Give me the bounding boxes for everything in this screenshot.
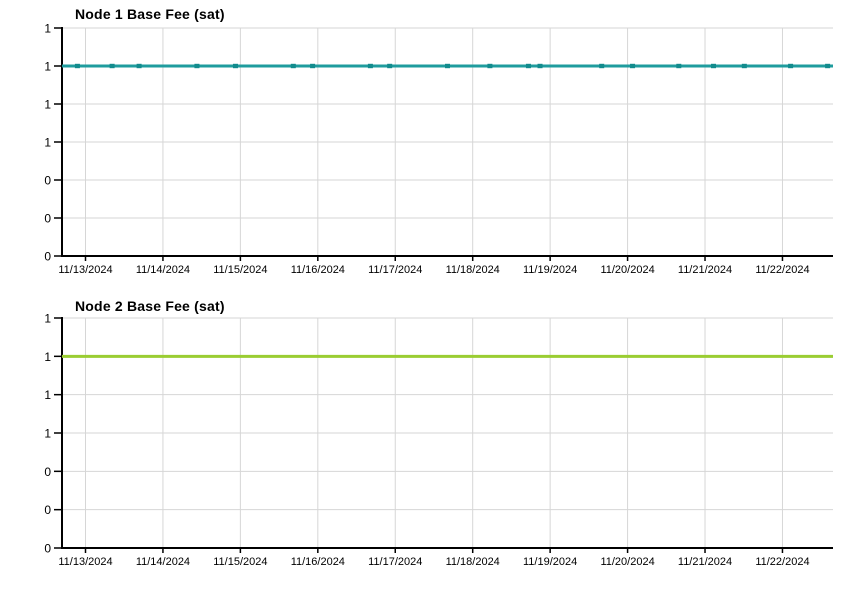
x-tick-label: 11/18/2024 (446, 264, 500, 276)
y-tick-label: 0 (44, 212, 51, 226)
data-point-marker (710, 63, 716, 69)
x-tick-label: 11/14/2024 (136, 556, 190, 568)
gridlines (62, 27, 833, 256)
y-tick-label: 1 (44, 350, 51, 364)
x-tick-label: 11/20/2024 (600, 264, 654, 276)
x-tick-label: 11/15/2024 (213, 264, 267, 276)
data-point-marker (74, 63, 80, 69)
y-tick-label: 0 (44, 542, 51, 556)
x-tick-label: 11/17/2024 (368, 556, 422, 568)
data-point-marker (109, 63, 115, 69)
x-tick-label: 11/16/2024 (291, 556, 345, 568)
chart-node1-title: Node 1 Base Fee (sat) (75, 6, 225, 22)
data-point-marker (445, 63, 450, 69)
chart-node1-base-fee: Node 1 Base Fee (sat) 1 1 1 1 0 0 0 11/13/2024 1… (0, 0, 860, 292)
y-tick-label: 1 (44, 312, 51, 326)
series-node-1-base-fee (62, 63, 833, 69)
y-tick-label: 1 (44, 427, 51, 441)
x-tick-label: 11/19/2024 (523, 556, 577, 568)
y-tick-label: 1 (44, 388, 51, 402)
data-point-marker (525, 63, 531, 69)
x-tick-label: 11/20/2024 (600, 556, 654, 568)
y-tick-label: 1 (44, 136, 51, 150)
x-tick-label: 11/16/2024 (291, 264, 345, 276)
data-point-marker (367, 63, 373, 69)
chart-node2-plot-area: 1 1 1 1 0 0 0 11/13/2024 11/14/2024 11/15/2024 11/… (44, 312, 833, 569)
data-point-marker (599, 63, 605, 69)
x-tick-label: 11/17/2024 (368, 264, 422, 276)
x-tick-label: 11/22/2024 (755, 556, 809, 568)
x-tick-label: 11/13/2024 (58, 264, 112, 276)
data-point-marker (825, 63, 831, 69)
data-point-marker (537, 63, 543, 69)
data-point-marker (487, 63, 493, 69)
y-tick-label: 0 (44, 250, 51, 264)
tick-labels: 1 1 1 1 0 0 0 11/13/2024 11/14/2024 11/15/2024 11/… (44, 22, 809, 277)
gridlines (62, 317, 833, 548)
tick-labels: 1 1 1 1 0 0 0 11/13/2024 11/14/2024 11/15/2024 11/… (44, 312, 809, 569)
x-tick-label: 11/15/2024 (213, 556, 267, 568)
data-point-marker (232, 63, 238, 69)
data-point-marker (630, 63, 636, 69)
x-tick-label: 11/13/2024 (58, 556, 112, 568)
chart-node1-plot-area: 1 1 1 1 0 0 0 11/13/2024 11/14/2024 11/15/2024 11/… (44, 22, 833, 277)
data-point-marker (310, 63, 316, 69)
data-point-marker (194, 63, 200, 69)
y-tick-label: 0 (44, 465, 51, 479)
y-tick-label: 1 (44, 60, 51, 74)
axes (54, 317, 833, 553)
x-tick-label: 11/21/2024 (678, 264, 732, 276)
data-point-marker (676, 63, 682, 69)
data-point-marker (741, 63, 747, 69)
x-tick-label: 11/22/2024 (755, 264, 809, 276)
y-tick-label: 1 (44, 98, 51, 112)
y-tick-label: 0 (44, 174, 51, 188)
data-point-marker (788, 63, 794, 69)
y-tick-label: 0 (44, 503, 51, 517)
x-tick-label: 11/21/2024 (678, 556, 732, 568)
data-point-marker (290, 63, 296, 69)
x-tick-label: 11/18/2024 (446, 556, 500, 568)
axes (54, 27, 833, 261)
data-point-marker (136, 63, 142, 69)
chart-node2-base-fee: Node 2 Base Fee (sat) 1 1 1 1 0 0 0 11/13/2024 1… (0, 292, 860, 600)
y-tick-label: 1 (44, 22, 51, 36)
data-point-marker (387, 63, 393, 69)
x-tick-label: 11/19/2024 (523, 264, 577, 276)
x-tick-label: 11/14/2024 (136, 264, 190, 276)
chart-node2-title: Node 2 Base Fee (sat) (75, 298, 225, 314)
